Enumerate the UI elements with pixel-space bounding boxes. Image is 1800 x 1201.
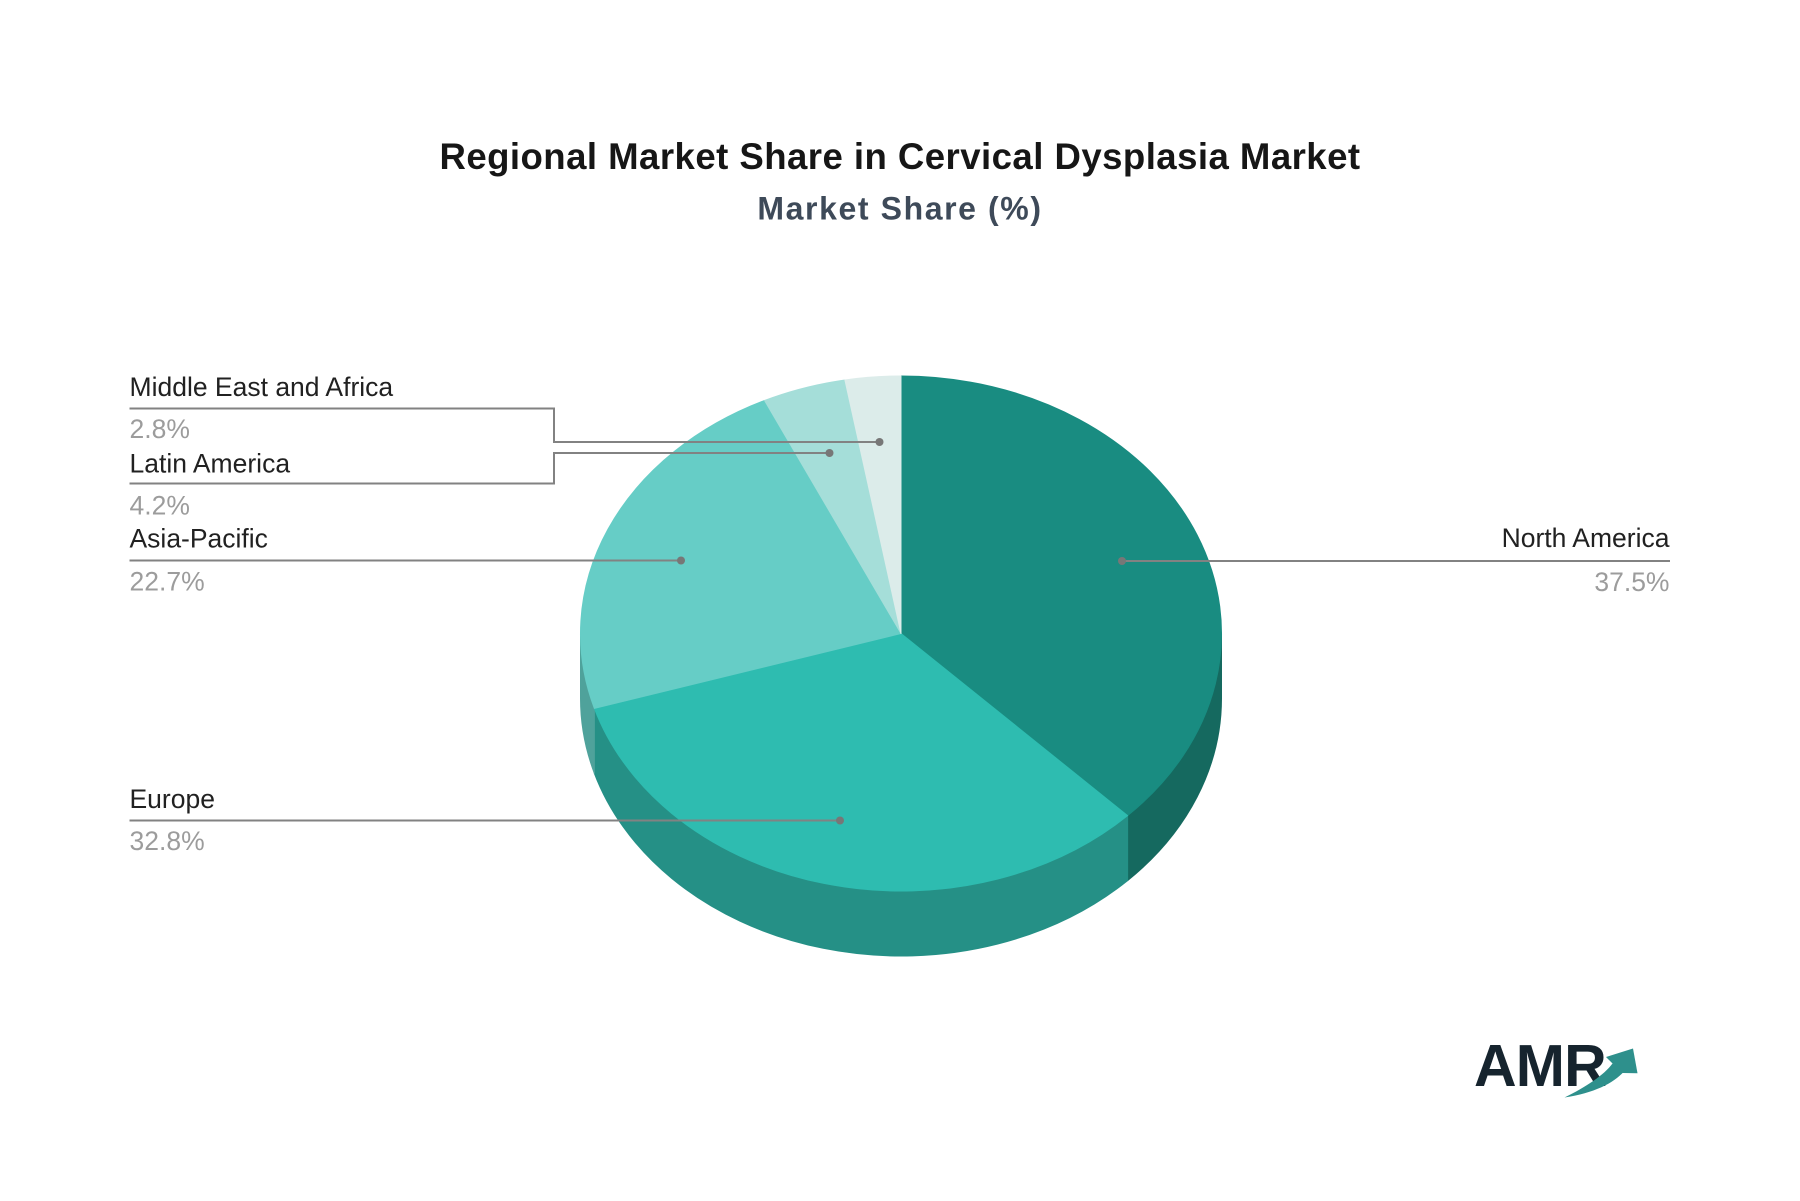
svg-text:37.5%: 37.5% [1594,567,1669,597]
svg-text:Latin America: Latin America [130,449,291,479]
svg-text:32.8%: 32.8% [130,826,205,856]
svg-text:2.8%: 2.8% [130,414,190,444]
svg-text:Regional Market Share in Cervi: Regional Market Share in Cervical Dyspla… [439,136,1360,177]
svg-text:North America: North America [1502,523,1670,553]
svg-text:Europe: Europe [130,784,215,814]
svg-text:Middle East and Africa: Middle East and Africa [130,372,394,402]
svg-text:4.2%: 4.2% [130,491,190,521]
svg-text:Asia-Pacific: Asia-Pacific [130,524,268,554]
svg-text:22.7%: 22.7% [130,567,205,597]
svg-text:Market Share (%): Market Share (%) [757,190,1042,226]
